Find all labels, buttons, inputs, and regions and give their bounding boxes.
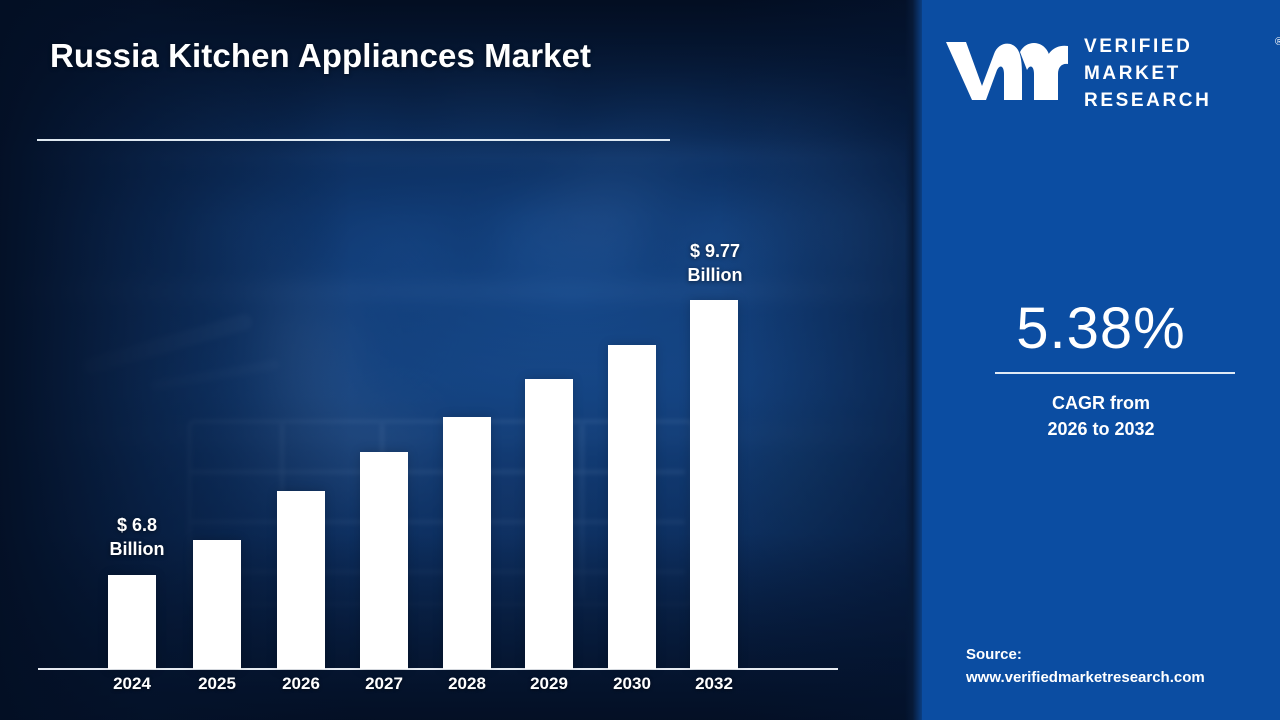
bar-2025[interactable] <box>193 540 241 669</box>
bar-chart: $ 6.8 Billion $ 9.77 Billion 2024 2025 2… <box>38 239 838 693</box>
x-tick-2032: 2032 <box>695 674 733 693</box>
page-title: Russia Kitchen Appliances Market <box>50 37 592 74</box>
bar-2028[interactable] <box>443 417 491 669</box>
bar-2029[interactable] <box>525 379 573 669</box>
cagr-divider <box>995 372 1235 374</box>
x-axis-line <box>38 668 838 670</box>
bar-2032[interactable] <box>690 300 738 669</box>
bar-2024[interactable] <box>108 575 156 669</box>
x-tick-2028: 2028 <box>448 674 486 693</box>
title-divider <box>37 139 670 141</box>
cagr-value: 5.38% <box>1016 296 1186 361</box>
brand-name-line1: VERIFIED <box>1084 36 1193 57</box>
bar-value-label-2024: $ 6.8 Billion <box>77 513 197 562</box>
bar-2027[interactable] <box>360 452 408 669</box>
bar-value-label-2032: $ 9.77 Billion <box>655 239 775 288</box>
bar-2030[interactable] <box>608 345 656 669</box>
vmr-logo-wordmark: VERIFIED MARKET RESEARCH <box>1084 34 1211 115</box>
x-tick-2024: 2024 <box>113 674 151 693</box>
bar-value-label-2032-line2: Billion <box>687 265 743 286</box>
panel-separator <box>905 0 922 720</box>
brand-name-line3: RESEARCH <box>1084 89 1212 111</box>
chart-panel: Russia Kitchen Appliances Market $ 6.8 B… <box>0 0 922 720</box>
bar-value-label-2032-line1: $ 9.77 <box>689 241 741 261</box>
x-tick-2027: 2027 <box>365 674 403 693</box>
x-tick-2026: 2026 <box>282 674 320 693</box>
x-tick-2029: 2029 <box>530 674 568 693</box>
bar-value-label-2024-line2: Billion <box>109 539 165 560</box>
bar-2026[interactable] <box>277 491 325 669</box>
brand-name-line2: MARKET <box>1084 62 1181 84</box>
bar-value-label-2024-line1: $ 6.8 <box>116 515 158 535</box>
vmr-logo[interactable]: VERIFIED MARKET RESEARCH ® <box>942 28 1280 115</box>
brand-panel: VERIFIED MARKET RESEARCH ® 5.38% <box>922 0 1280 720</box>
x-tick-2030: 2030 <box>613 674 651 693</box>
registered-trademark-icon: ® <box>1275 36 1280 48</box>
vmr-logo-icon <box>942 34 1070 106</box>
x-tick-2025: 2025 <box>198 674 236 693</box>
